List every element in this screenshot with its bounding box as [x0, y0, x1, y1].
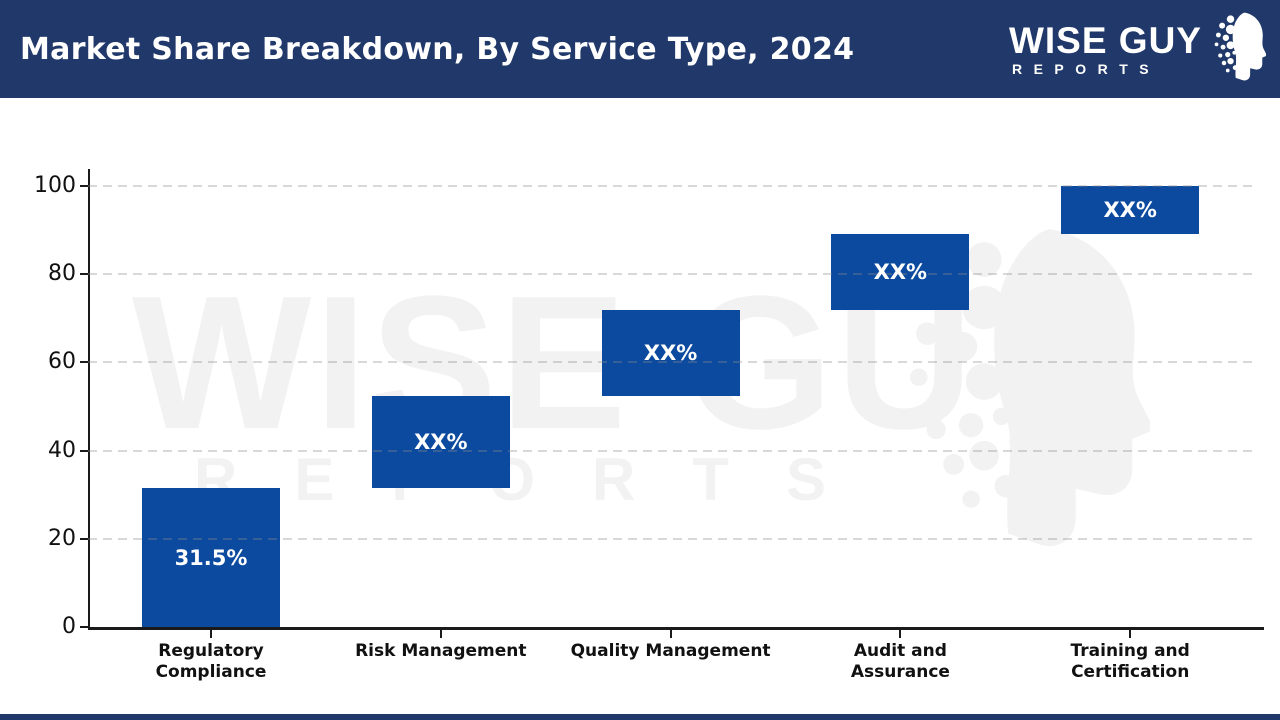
y-tick-20: [80, 537, 88, 540]
bar-value-label-4: XX%: [873, 259, 928, 284]
x-tick-label-2: Risk Management: [355, 641, 527, 661]
y-tick-label-40: 40: [48, 437, 76, 463]
wise-guy-logo: WISE GUY REPORTS: [1009, 9, 1266, 89]
gridline-80: [88, 273, 1258, 276]
logo-subtitle: REPORTS: [1011, 61, 1161, 77]
bar-4: [831, 233, 970, 311]
x-tick-label-3: Quality Management: [570, 641, 771, 661]
x-tick-4: [899, 630, 902, 638]
y-tick-label-80: 80: [48, 261, 76, 287]
bar-2: [371, 396, 510, 489]
y-tick-60: [80, 361, 88, 364]
gridline-20: [88, 537, 1258, 540]
logo-head-icon: [1214, 12, 1266, 81]
page-title: Market Share Breakdown, By Service Type,…: [20, 31, 855, 67]
x-tick-2: [439, 630, 442, 638]
gridline-60: [88, 361, 1258, 364]
y-tick-label-100: 100: [34, 173, 76, 198]
bar-1: [142, 488, 280, 627]
watermark-subtitle: REPORTS: [194, 446, 884, 513]
bar-value-label-3: XX%: [643, 341, 698, 366]
y-tick-100: [80, 185, 88, 187]
footer-bar: [0, 714, 1280, 720]
y-axis-line: [88, 169, 90, 629]
bar-5: [1061, 186, 1200, 234]
y-tick-label-60: 60: [48, 349, 76, 375]
x-tick-label-5: Training and Certification: [1070, 641, 1190, 682]
gridline-40: [88, 449, 1258, 452]
x-tick-label-1: Regulatory Compliance: [155, 641, 267, 682]
bar-value-label-2: XX%: [414, 430, 468, 455]
header-bar: Market Share Breakdown, By Service Type,…: [0, 0, 1280, 98]
x-tick-3: [669, 630, 672, 638]
y-tick-80: [80, 273, 88, 276]
x-tick-5: [1129, 630, 1132, 638]
x-tick-label-4: Audit and Assurance: [850, 641, 950, 682]
x-tick-1: [210, 630, 212, 638]
bar-value-label-1: 31.5%: [174, 545, 248, 570]
gridline-100: [88, 185, 1258, 187]
x-axis-line: [88, 627, 1264, 630]
logo-wordmark: WISE GUY: [1008, 20, 1202, 61]
bar-value-label-5: XX%: [1103, 197, 1157, 222]
y-tick-0: [80, 626, 88, 628]
y-tick-label-20: 20: [48, 525, 76, 551]
bar-3: [601, 310, 740, 397]
y-tick-label-0: 0: [62, 614, 76, 639]
logo-text: WISE GUY REPORTS: [1009, 22, 1202, 76]
watermark-head-icon: [910, 229, 1150, 546]
y-tick-40: [80, 449, 88, 452]
